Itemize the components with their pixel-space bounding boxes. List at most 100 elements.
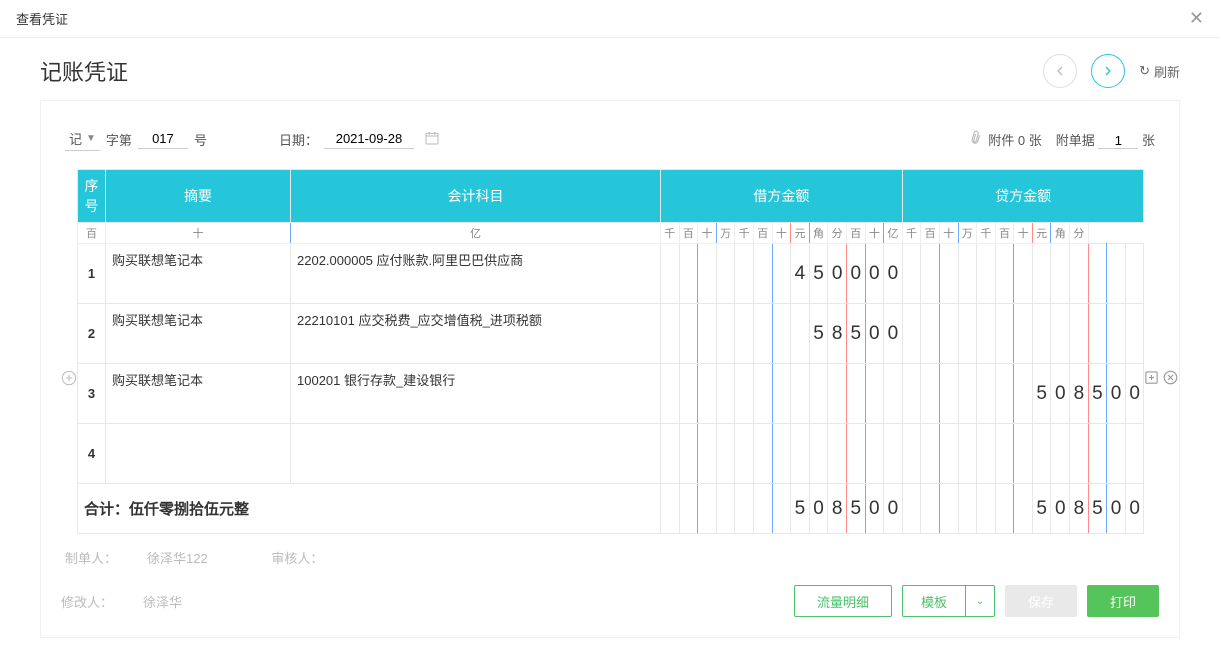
digit-cell[interactable]: [1014, 424, 1033, 484]
digit-cell[interactable]: [921, 244, 940, 304]
digit-cell[interactable]: 8: [828, 484, 847, 534]
digit-cell[interactable]: [977, 424, 996, 484]
digit-cell[interactable]: [977, 364, 996, 424]
digit-cell[interactable]: 5: [846, 484, 865, 534]
digit-cell[interactable]: [1107, 424, 1126, 484]
digit-cell[interactable]: [661, 364, 680, 424]
digit-cell[interactable]: [809, 424, 828, 484]
digit-cell[interactable]: [828, 424, 847, 484]
digit-cell[interactable]: [1014, 244, 1033, 304]
digit-cell[interactable]: [661, 244, 680, 304]
digit-cell[interactable]: [1070, 244, 1089, 304]
digit-cell[interactable]: 4: [791, 244, 810, 304]
digit-cell[interactable]: [939, 424, 958, 484]
date-input[interactable]: [324, 129, 414, 149]
row-summary[interactable]: 购买联想笔记本: [106, 304, 291, 364]
digit-cell[interactable]: [1088, 304, 1107, 364]
digit-cell[interactable]: [753, 364, 772, 424]
next-button[interactable]: [1091, 54, 1125, 88]
digit-cell[interactable]: [698, 304, 717, 364]
row-account[interactable]: [291, 424, 661, 484]
digit-cell[interactable]: [1014, 484, 1033, 534]
voucher-category-select[interactable]: 记 ▼: [65, 127, 100, 151]
digit-cell[interactable]: [772, 244, 791, 304]
digit-cell[interactable]: 0: [884, 484, 903, 534]
digit-cell[interactable]: [902, 364, 921, 424]
digit-cell[interactable]: [1014, 304, 1033, 364]
digit-cell[interactable]: [698, 244, 717, 304]
digit-cell[interactable]: [884, 424, 903, 484]
digit-cell[interactable]: 0: [884, 244, 903, 304]
digit-cell[interactable]: [809, 364, 828, 424]
digit-cell[interactable]: [1088, 424, 1107, 484]
row-insert-icon[interactable]: [1144, 370, 1159, 389]
digit-cell[interactable]: [995, 424, 1014, 484]
digit-cell[interactable]: [977, 484, 996, 534]
digit-cell[interactable]: [902, 424, 921, 484]
digit-cell[interactable]: 5: [1032, 484, 1051, 534]
digit-cell[interactable]: [679, 484, 698, 534]
digit-cell[interactable]: [753, 424, 772, 484]
row-summary[interactable]: [106, 424, 291, 484]
row-delete-icon[interactable]: [1163, 370, 1178, 389]
digit-cell[interactable]: [958, 364, 977, 424]
digit-cell[interactable]: [679, 244, 698, 304]
digit-cell[interactable]: 0: [865, 304, 884, 364]
digit-cell[interactable]: [772, 424, 791, 484]
digit-cell[interactable]: [995, 304, 1014, 364]
digit-cell[interactable]: 0: [828, 244, 847, 304]
digit-cell[interactable]: [772, 364, 791, 424]
digit-cell[interactable]: [1088, 244, 1107, 304]
digit-cell[interactable]: [939, 484, 958, 534]
flow-detail-button[interactable]: 流量明细: [794, 585, 892, 617]
digit-cell[interactable]: [735, 364, 754, 424]
add-row-button[interactable]: [61, 370, 77, 386]
template-button[interactable]: 模板 ⌄: [902, 585, 995, 617]
digit-cell[interactable]: 0: [1107, 484, 1126, 534]
digit-cell[interactable]: 0: [865, 484, 884, 534]
digit-cell[interactable]: [1051, 304, 1070, 364]
digit-cell[interactable]: [995, 244, 1014, 304]
digit-cell[interactable]: [791, 364, 810, 424]
save-button[interactable]: 保存: [1005, 585, 1077, 617]
digit-cell[interactable]: [884, 364, 903, 424]
digit-cell[interactable]: [753, 304, 772, 364]
digit-cell[interactable]: [716, 304, 735, 364]
digit-cell[interactable]: 0: [1051, 364, 1070, 424]
digit-cell[interactable]: [921, 304, 940, 364]
digit-cell[interactable]: 0: [1125, 364, 1144, 424]
digit-cell[interactable]: 8: [1070, 364, 1089, 424]
digit-cell[interactable]: [1051, 244, 1070, 304]
digit-cell[interactable]: 8: [1070, 484, 1089, 534]
digit-cell[interactable]: [995, 364, 1014, 424]
digit-cell[interactable]: [661, 304, 680, 364]
digit-cell[interactable]: [735, 244, 754, 304]
digit-cell[interactable]: [995, 484, 1014, 534]
digit-cell[interactable]: [865, 364, 884, 424]
digit-cell[interactable]: 0: [884, 304, 903, 364]
digit-cell[interactable]: [921, 364, 940, 424]
digit-cell[interactable]: [846, 364, 865, 424]
digit-cell[interactable]: [958, 424, 977, 484]
digit-cell[interactable]: 0: [865, 244, 884, 304]
close-icon[interactable]: ✕: [1189, 8, 1204, 29]
digit-cell[interactable]: [921, 424, 940, 484]
digit-cell[interactable]: 0: [809, 484, 828, 534]
digit-cell[interactable]: 5: [846, 304, 865, 364]
digit-cell[interactable]: [698, 364, 717, 424]
digit-cell[interactable]: 5: [1088, 364, 1107, 424]
digit-cell[interactable]: 0: [1107, 364, 1126, 424]
digit-cell[interactable]: [921, 484, 940, 534]
digit-cell[interactable]: [1107, 244, 1126, 304]
digit-cell[interactable]: 0: [1125, 484, 1144, 534]
digit-cell[interactable]: [716, 424, 735, 484]
digit-cell[interactable]: 8: [828, 304, 847, 364]
digit-cell[interactable]: 5: [791, 484, 810, 534]
prev-button[interactable]: [1043, 54, 1077, 88]
digit-cell[interactable]: [939, 304, 958, 364]
digit-cell[interactable]: [735, 424, 754, 484]
digit-cell[interactable]: [902, 244, 921, 304]
digit-cell[interactable]: [846, 424, 865, 484]
digit-cell[interactable]: 0: [846, 244, 865, 304]
digit-cell[interactable]: [1070, 424, 1089, 484]
